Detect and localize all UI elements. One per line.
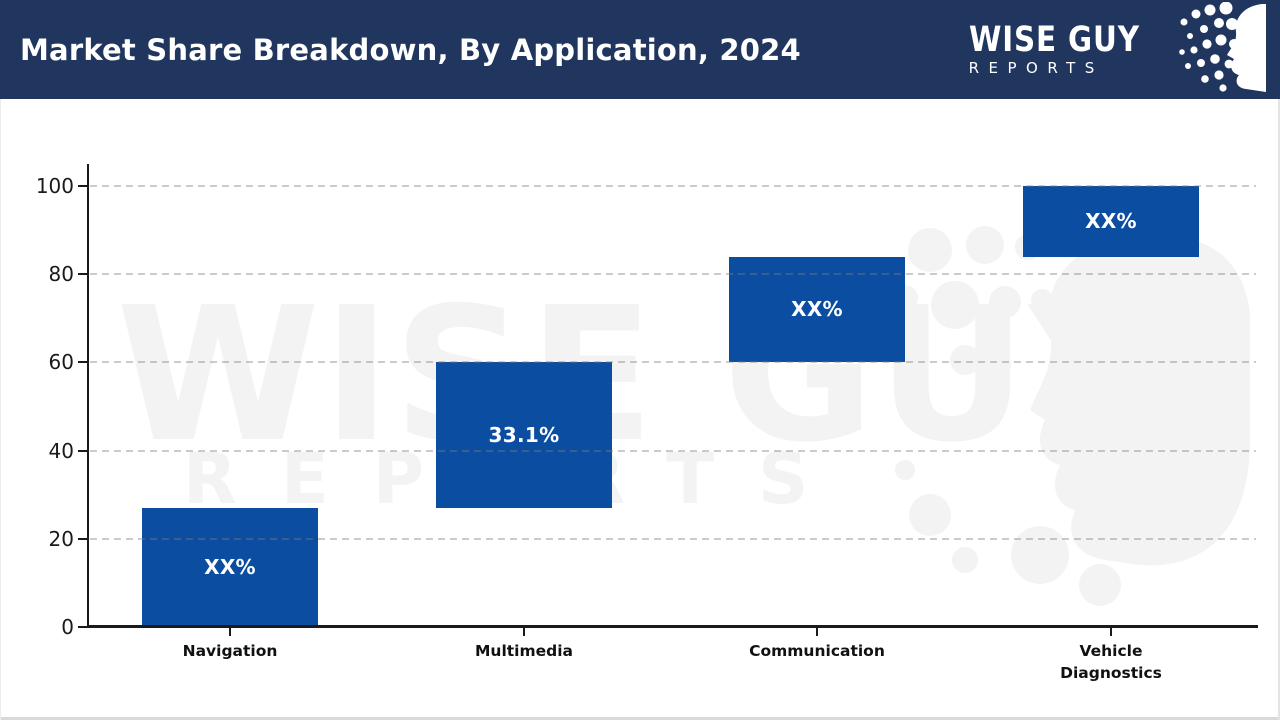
page-bottom-border [0, 717, 1280, 720]
page-right-border [1278, 99, 1280, 720]
gridline-40 [90, 449, 1256, 452]
y-tick-label-60: 60 [48, 350, 74, 375]
gridline-100 [90, 185, 1256, 187]
x-tick-multimedia [523, 628, 525, 636]
bar-navigation: XX% [142, 507, 318, 627]
logo-wordmark: WISE GUY [968, 20, 1140, 60]
y-tick-label-0: 0 [61, 615, 74, 639]
y-tick-80 [78, 273, 87, 276]
bar-vehicle-diagnostics: XX% [1023, 186, 1199, 257]
waterfall-chart: 0 20 40 60 80 100 XX% Navigation 33.1% Multimedia… [0, 99, 1280, 720]
x-tick-communication [816, 628, 818, 636]
gridline-80 [90, 273, 1256, 276]
header-band: Market Share Breakdown, By Application, … [0, 0, 1280, 99]
bar-communication: XX% [729, 256, 905, 363]
bar-value-label: XX% [204, 555, 256, 580]
x-label-navigation: Navigation [182, 642, 278, 660]
y-tick-label-80: 80 [48, 262, 74, 287]
page-title: Market Share Breakdown, By Application, … [20, 32, 801, 67]
x-label-vehicle-diagnostics: Vehicle Diagnostics [1060, 642, 1162, 682]
y-tick-0 [78, 626, 87, 628]
bar-value-label: XX% [1085, 209, 1137, 234]
x-label-communication: Communication [749, 642, 885, 660]
y-tick-label-40: 40 [48, 438, 74, 463]
x-tick-vehicle-diagnostics [1110, 628, 1112, 636]
bar-multimedia: 33.1% [436, 362, 612, 508]
bar-value-label: XX% [791, 297, 843, 322]
y-tick-20 [78, 537, 87, 540]
y-tick-label-20: 20 [48, 526, 74, 551]
y-tick-60 [78, 361, 87, 364]
watermark-wordmark: WISE GUY [116, 267, 1165, 483]
gridline-20 [90, 537, 1256, 540]
x-axis-spine [87, 625, 1258, 628]
bar-value-label: 33.1% [488, 423, 560, 448]
page-left-border [0, 99, 1, 720]
x-label-multimedia: Multimedia [474, 642, 574, 660]
wise-guy-reports-logo: WISE GUY REPORTS [968, 1, 1266, 98]
y-tick-40 [78, 449, 87, 452]
dotted-face-profile-icon [1174, 1, 1266, 98]
watermark-face-icon [880, 225, 1260, 626]
y-axis-spine [87, 164, 89, 628]
gridline-60 [90, 361, 1256, 364]
y-tick-100 [78, 185, 87, 187]
x-tick-navigation [229, 628, 231, 636]
y-tick-label-100: 100 [35, 174, 74, 198]
logo-subtitle: REPORTS [968, 59, 1104, 77]
